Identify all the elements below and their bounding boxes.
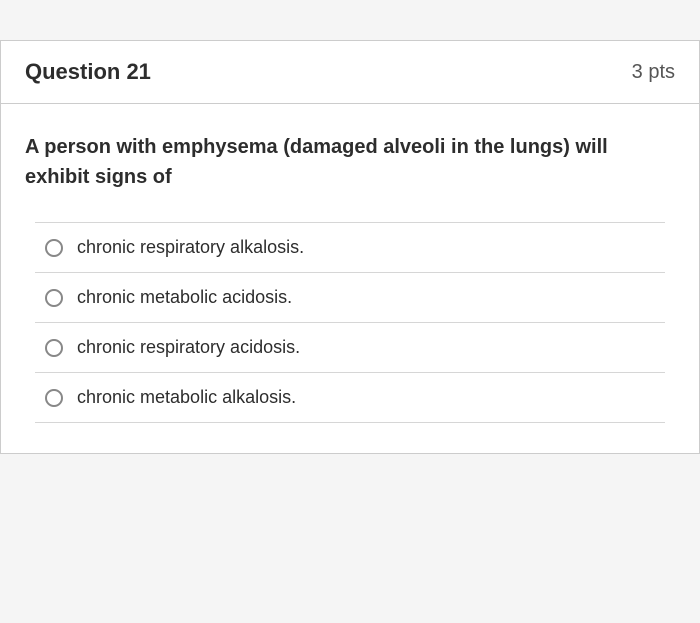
radio-icon[interactable] xyxy=(45,389,63,407)
answer-option[interactable]: chronic respiratory alkalosis. xyxy=(35,222,665,272)
answer-label: chronic respiratory acidosis. xyxy=(77,337,300,358)
answer-label: chronic metabolic acidosis. xyxy=(77,287,292,308)
answer-option[interactable]: chronic metabolic alkalosis. xyxy=(35,372,665,423)
question-header: Question 21 3 pts xyxy=(1,41,699,104)
answer-label: chronic respiratory alkalosis. xyxy=(77,237,304,258)
answers-list: chronic respiratory alkalosis. chronic m… xyxy=(25,222,675,443)
radio-icon[interactable] xyxy=(45,289,63,307)
answer-label: chronic metabolic alkalosis. xyxy=(77,387,296,408)
question-card: Question 21 3 pts A person with emphysem… xyxy=(0,40,700,454)
radio-icon[interactable] xyxy=(45,239,63,257)
question-body: A person with emphysema (damaged alveoli… xyxy=(1,104,699,453)
radio-icon[interactable] xyxy=(45,339,63,357)
question-points: 3 pts xyxy=(632,61,675,84)
answer-option[interactable]: chronic respiratory acidosis. xyxy=(35,322,665,372)
question-title: Question 21 xyxy=(25,59,151,85)
answer-option[interactable]: chronic metabolic acidosis. xyxy=(35,272,665,322)
question-text: A person with emphysema (damaged alveoli… xyxy=(25,132,675,192)
